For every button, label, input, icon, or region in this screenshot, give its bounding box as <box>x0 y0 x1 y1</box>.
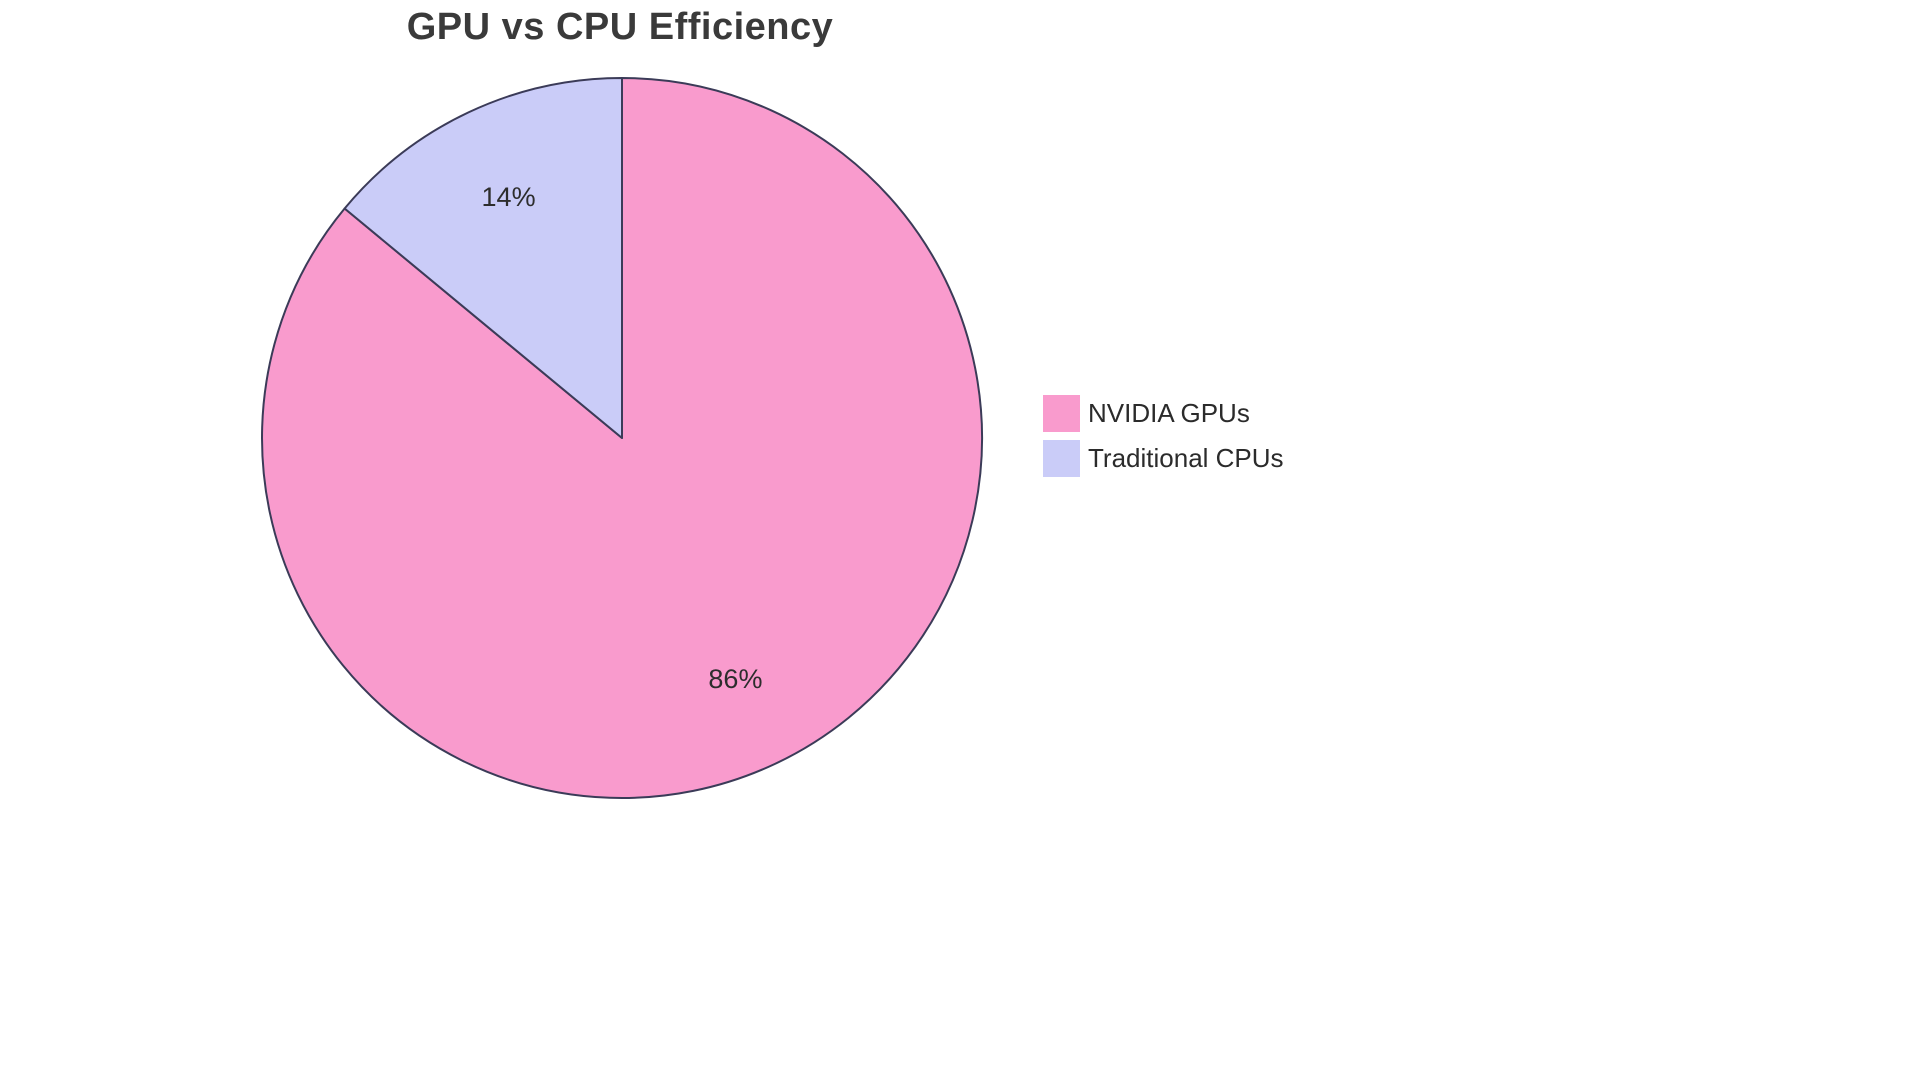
legend-swatch-traditional-cpus <box>1043 440 1080 477</box>
legend-label-traditional-cpus: Traditional CPUs <box>1088 443 1284 473</box>
pie-chart: 86% 14% <box>261 77 984 799</box>
pie-slice-traditional-cpus[interactable] <box>343 77 623 439</box>
pie-slice-label-traditional-cpus: 14% <box>482 182 536 212</box>
legend: NVIDIA GPUs Traditional CPUs <box>1043 395 1284 477</box>
legend-label-nvidia-gpus: NVIDIA GPUs <box>1088 398 1250 428</box>
legend-swatch-nvidia-gpus <box>1043 395 1080 432</box>
chart-title: GPU vs CPU Efficiency <box>406 6 834 48</box>
legend-item-traditional-cpus[interactable]: Traditional CPUs <box>1043 440 1284 477</box>
pie-slice-label-nvidia-gpus: 86% <box>708 664 762 694</box>
legend-item-nvidia-gpus[interactable]: NVIDIA GPUs <box>1043 395 1284 432</box>
